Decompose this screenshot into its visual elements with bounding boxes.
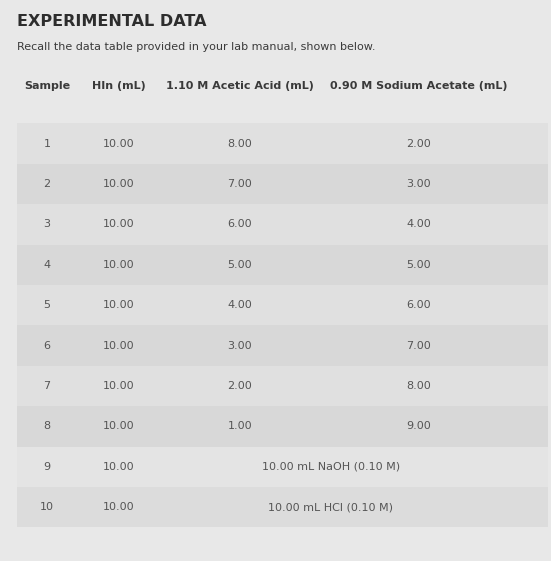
Text: 10: 10 xyxy=(40,502,54,512)
Text: 4.00: 4.00 xyxy=(228,300,252,310)
Bar xyxy=(17,164,548,204)
Bar xyxy=(17,487,548,527)
Text: 8.00: 8.00 xyxy=(228,139,252,149)
Text: 4.00: 4.00 xyxy=(407,219,431,229)
Text: 10.00: 10.00 xyxy=(102,502,134,512)
Text: 2.00: 2.00 xyxy=(228,381,252,391)
Text: 3: 3 xyxy=(44,219,50,229)
Text: 1: 1 xyxy=(44,139,50,149)
Text: 3.00: 3.00 xyxy=(407,179,431,189)
Text: 4: 4 xyxy=(44,260,50,270)
Bar xyxy=(17,366,548,406)
Text: 10.00: 10.00 xyxy=(102,139,134,149)
Text: 10.00: 10.00 xyxy=(102,381,134,391)
Text: 6: 6 xyxy=(44,341,50,351)
Text: 6.00: 6.00 xyxy=(228,219,252,229)
Text: 9: 9 xyxy=(44,462,50,472)
Text: Recall the data table provided in your lab manual, shown below.: Recall the data table provided in your l… xyxy=(17,42,375,52)
Bar xyxy=(17,123,548,164)
Text: 3.00: 3.00 xyxy=(228,341,252,351)
Text: 1.00: 1.00 xyxy=(228,421,252,431)
Text: 10.00: 10.00 xyxy=(102,300,134,310)
Text: 0.90 M Sodium Acetate (mL): 0.90 M Sodium Acetate (mL) xyxy=(330,81,507,91)
Bar xyxy=(17,245,548,285)
Text: 8.00: 8.00 xyxy=(407,381,431,391)
Bar xyxy=(17,406,548,447)
Bar xyxy=(17,285,548,325)
Text: 5.00: 5.00 xyxy=(228,260,252,270)
Text: 10.00 mL NaOH (0.10 M): 10.00 mL NaOH (0.10 M) xyxy=(262,462,399,472)
Text: EXPERIMENTAL DATA: EXPERIMENTAL DATA xyxy=(17,14,206,29)
Text: 10.00: 10.00 xyxy=(102,179,134,189)
Text: HIn (mL): HIn (mL) xyxy=(91,81,145,91)
Text: 10.00: 10.00 xyxy=(102,219,134,229)
Text: 10.00 mL HCl (0.10 M): 10.00 mL HCl (0.10 M) xyxy=(268,502,393,512)
Text: 10.00: 10.00 xyxy=(102,421,134,431)
Text: 9.00: 9.00 xyxy=(407,421,431,431)
Text: 8: 8 xyxy=(44,421,50,431)
Text: 5: 5 xyxy=(44,300,50,310)
Text: 7: 7 xyxy=(44,381,50,391)
Text: 2: 2 xyxy=(44,179,50,189)
Text: 10.00: 10.00 xyxy=(102,462,134,472)
Bar xyxy=(17,204,548,245)
Text: 7.00: 7.00 xyxy=(407,341,431,351)
Text: 7.00: 7.00 xyxy=(228,179,252,189)
Bar xyxy=(17,447,548,487)
Text: Sample: Sample xyxy=(24,81,70,91)
Text: 5.00: 5.00 xyxy=(407,260,431,270)
Text: 10.00: 10.00 xyxy=(102,341,134,351)
Text: 2.00: 2.00 xyxy=(407,139,431,149)
Bar xyxy=(17,325,548,366)
Text: 6.00: 6.00 xyxy=(407,300,431,310)
Text: 10.00: 10.00 xyxy=(102,260,134,270)
Text: 1.10 M Acetic Acid (mL): 1.10 M Acetic Acid (mL) xyxy=(166,81,314,91)
